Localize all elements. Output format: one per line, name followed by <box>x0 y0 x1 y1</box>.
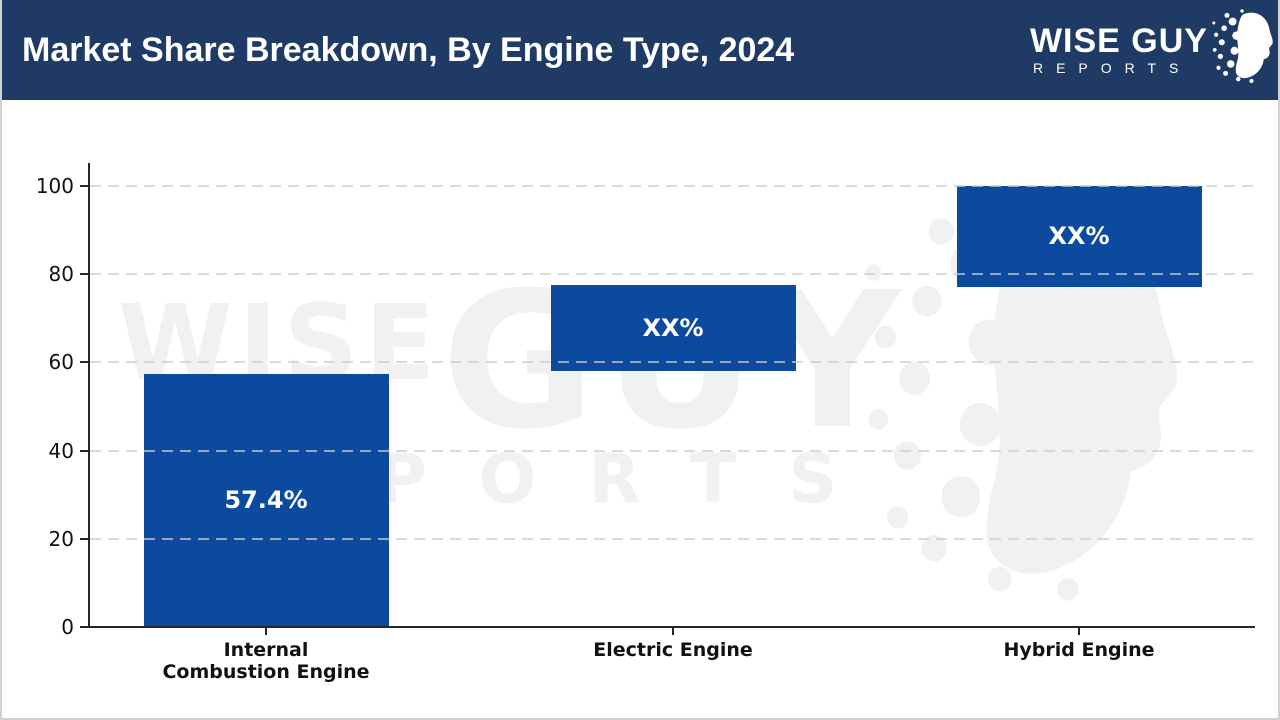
bar-internal-combustion-engine <box>143 373 389 627</box>
xtick-mark-hybrid-engine <box>1078 627 1080 635</box>
logo-face-icon <box>1212 9 1273 84</box>
ytick-label-40: 40 <box>48 438 74 463</box>
logo-wordmark: WISE GUY <box>1029 22 1208 60</box>
ytick-mark-60 <box>80 361 88 364</box>
bar-label-hybrid-engine: XX% <box>1048 222 1110 251</box>
ytick-mark-0 <box>80 626 88 628</box>
ytick-label-20: 20 <box>48 526 74 551</box>
ytick-mark-40 <box>80 449 88 452</box>
logo-text: WISE GUY REPORTS <box>1030 23 1208 77</box>
ytick-label-60: 60 <box>48 350 74 375</box>
ytick-mark-100 <box>80 185 88 187</box>
xtick-mark-electric-engine <box>672 627 674 635</box>
ytick-label-0: 0 <box>61 615 74 639</box>
ytick-mark-20 <box>80 537 88 540</box>
bar-label-electric-engine: XX% <box>642 314 704 342</box>
logo-subtitle: REPORTS <box>1032 60 1192 76</box>
x-axis-line <box>88 626 1255 628</box>
gridline-40 <box>90 449 1255 452</box>
category-label-hybrid-engine: Hybrid Engine <box>1003 639 1155 661</box>
gridline-80 <box>90 273 1255 276</box>
header-bar: Market Share Breakdown, By Engine Type, … <box>2 0 1278 100</box>
bar-electric-engine <box>550 284 796 372</box>
ytick-label-100: 100 <box>35 174 74 198</box>
xtick-mark-internal-combustion-engine <box>265 627 267 635</box>
y-axis-line <box>88 163 90 628</box>
ytick-label-80: 80 <box>48 262 74 287</box>
category-label-internal-combustion-engine: Internal Combustion Engine <box>162 639 370 683</box>
wise-guy-logo: WISE GUY REPORTS <box>1030 6 1276 88</box>
gridline-60 <box>90 361 1255 364</box>
ytick-mark-80 <box>80 273 88 276</box>
bar-label-internal-combustion-engine: 57.4% <box>224 486 308 515</box>
category-label-electric-engine: Electric Engine <box>593 639 753 661</box>
page-title: Market Share Breakdown, By Engine Type, … <box>22 30 795 69</box>
gridline-20 <box>90 537 1255 540</box>
gridline-100 <box>90 185 1255 187</box>
